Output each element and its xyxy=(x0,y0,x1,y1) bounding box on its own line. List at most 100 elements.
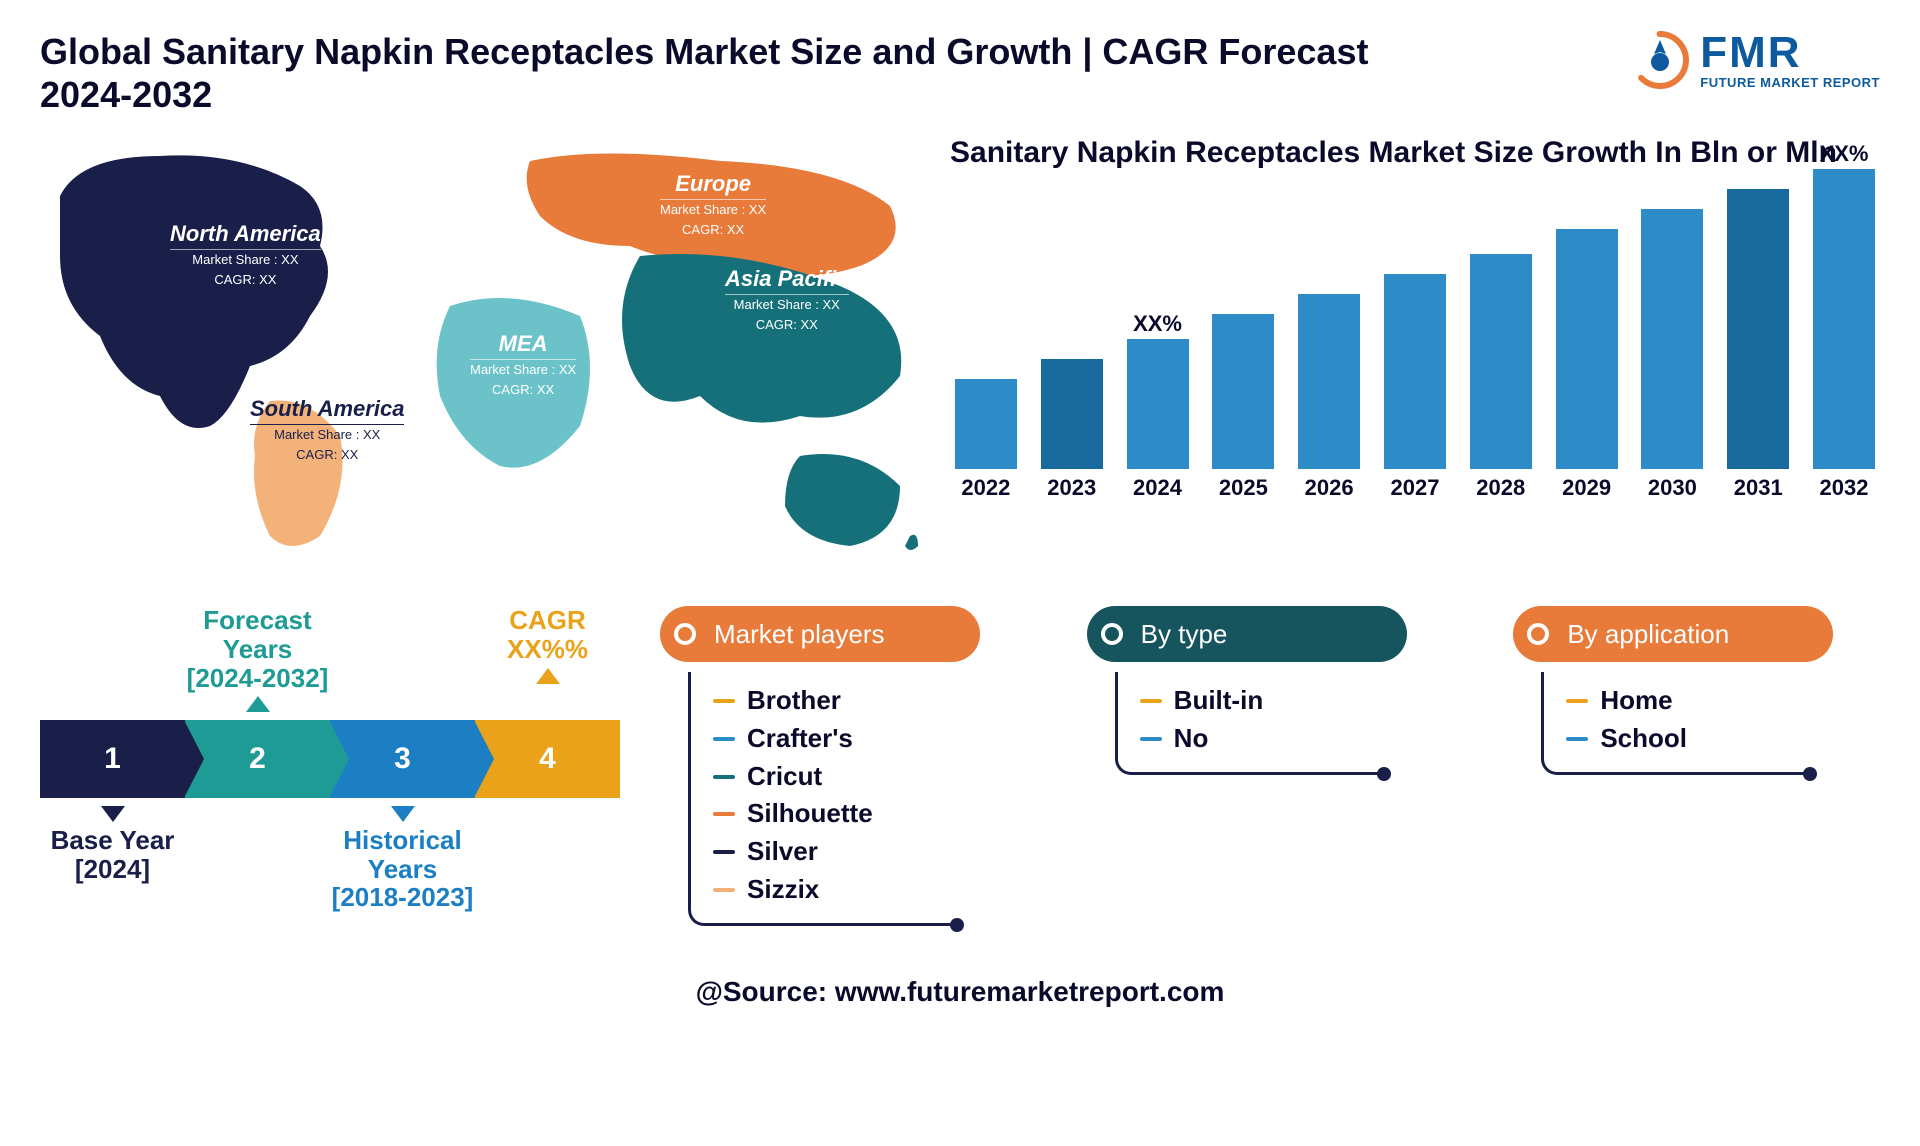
region-name: Europe xyxy=(660,171,766,197)
bars-container: 20222023XX%20242025202620272028202920302… xyxy=(950,181,1880,501)
timeline-top-labels: Forecast Years [2024-2032] CAGR XX%% xyxy=(40,606,620,716)
timeline-bottom-labels: Base Year [2024] Historical Years [2018-… xyxy=(40,802,620,912)
category-item-label: Crafter's xyxy=(747,720,853,758)
bar xyxy=(1470,254,1532,469)
bar-col: 2030 xyxy=(1637,209,1709,501)
categories-container: Market players BrotherCrafter'sCricutSilh… xyxy=(660,606,1880,925)
base-range: [2024] xyxy=(40,855,185,884)
dot-icon xyxy=(1527,623,1549,645)
category-block: Market players BrotherCrafter'sCricutSilh… xyxy=(660,606,1027,925)
bar-top-label: XX% xyxy=(1133,311,1182,337)
bar xyxy=(955,379,1017,469)
category-title: By type xyxy=(1141,619,1228,650)
tick-icon xyxy=(713,812,735,816)
bar-col: 2029 xyxy=(1551,229,1623,501)
bar-year: 2030 xyxy=(1648,475,1697,501)
bottom-row: Forecast Years [2024-2032] CAGR XX%% 123… xyxy=(40,606,1880,925)
bar-year: 2029 xyxy=(1562,475,1611,501)
category-title: By application xyxy=(1567,619,1729,650)
triangle-down-icon xyxy=(101,806,125,822)
bar xyxy=(1641,209,1703,469)
historical-years-label: Historical Years [2018-2023] xyxy=(330,802,475,912)
region-share: Market Share : XX xyxy=(250,424,404,443)
source-line: @Source: www.futuremarketreport.com xyxy=(40,976,1880,1008)
bar: XX% xyxy=(1127,339,1189,469)
logo-main: FMR xyxy=(1700,31,1880,75)
category-item: Sizzix xyxy=(713,871,958,909)
region-share: Market Share : XX xyxy=(170,249,321,268)
bar-year: 2025 xyxy=(1219,475,1268,501)
timeline-block: Forecast Years [2024-2032] CAGR XX%% 123… xyxy=(40,606,620,925)
category-item-label: Sizzix xyxy=(747,871,819,909)
bar xyxy=(1384,274,1446,469)
category-item: Silhouette xyxy=(713,795,958,833)
category-item-label: Brother xyxy=(747,682,841,720)
main-row: North AmericaMarket Share : XXCAGR: XXSo… xyxy=(40,136,1880,556)
bar-col: 2027 xyxy=(1379,274,1451,501)
category-block: By type Built-inNo xyxy=(1087,606,1454,925)
bar-col: XX%2024 xyxy=(1122,339,1194,501)
category-item-label: No xyxy=(1174,720,1209,758)
category-header: Market players xyxy=(660,606,980,662)
region-label-asia-pacific: Asia PacificMarket Share : XXCAGR: XX xyxy=(725,266,849,332)
region-share: Market Share : XX xyxy=(725,294,849,313)
category-block: By applicationHomeSchool xyxy=(1513,606,1880,925)
bar-year: 2022 xyxy=(961,475,1010,501)
bar-chart: Sanitary Napkin Receptacles Market Size … xyxy=(950,136,1880,556)
forecast-years-label: Forecast Years [2024-2032] xyxy=(185,606,330,716)
region-cagr: CAGR: XX xyxy=(470,380,576,398)
region-share: Market Share : XX xyxy=(470,359,576,378)
bar xyxy=(1041,359,1103,469)
world-map: North AmericaMarket Share : XXCAGR: XXSo… xyxy=(40,136,920,556)
logo-text: FMR FUTURE MARKET REPORT xyxy=(1700,31,1880,90)
forecast-title: Forecast Years xyxy=(185,606,330,663)
dot-icon xyxy=(674,623,696,645)
tick-icon xyxy=(1566,699,1588,703)
bar-col: 2028 xyxy=(1465,254,1537,501)
bar: XX% xyxy=(1813,169,1875,469)
triangle-down-icon xyxy=(391,806,415,822)
tick-icon xyxy=(713,775,735,779)
cagr-label: CAGR XX%% xyxy=(475,606,620,716)
hist-range: [2018-2023] xyxy=(330,883,475,912)
base-year-label: Base Year [2024] xyxy=(40,802,185,912)
category-title: Market players xyxy=(714,619,885,650)
bar-year: 2031 xyxy=(1734,475,1783,501)
bar-top-label: XX% xyxy=(1820,141,1869,167)
category-item: Silver xyxy=(713,833,958,871)
bar-col: 2022 xyxy=(950,379,1022,501)
bar-col: 2023 xyxy=(1036,359,1108,501)
region-cagr: CAGR: XX xyxy=(725,315,849,333)
bar-col: XX% 2032 xyxy=(1808,169,1880,501)
region-cagr: CAGR: XX xyxy=(250,445,404,463)
tick-icon xyxy=(713,888,735,892)
category-list: BrotherCrafter'sCricutSilhouetteSilverSi… xyxy=(688,672,958,925)
timeline-segment: 2 xyxy=(185,720,330,798)
logo-sub: FUTURE MARKET REPORT xyxy=(1700,75,1880,90)
cagr-title: CAGR xyxy=(475,606,620,635)
category-header: By application xyxy=(1513,606,1833,662)
tick-icon xyxy=(713,699,735,703)
region-cagr: CAGR: XX xyxy=(170,270,321,288)
category-item-label: Cricut xyxy=(747,758,822,796)
region-label-south-america: South America Market Share : XX CAGR: XX xyxy=(250,396,404,462)
category-item: Brother xyxy=(713,682,958,720)
region-name: North America xyxy=(170,221,321,247)
category-item-label: Silhouette xyxy=(747,795,873,833)
category-item: Cricut xyxy=(713,758,958,796)
region-name: South America xyxy=(250,396,404,422)
bar xyxy=(1298,294,1360,469)
bar-col: 2031 xyxy=(1722,189,1794,501)
bar xyxy=(1727,189,1789,469)
bar-year: 2032 xyxy=(1820,475,1869,501)
bar xyxy=(1212,314,1274,469)
category-item: Crafter's xyxy=(713,720,958,758)
tick-icon xyxy=(713,850,735,854)
forecast-range: [2024-2032] xyxy=(185,664,330,693)
timeline-segment: 4 xyxy=(475,720,620,798)
category-item: Built-in xyxy=(1140,682,1385,720)
region-name: MEA xyxy=(470,331,576,357)
chart-title: Sanitary Napkin Receptacles Market Size … xyxy=(950,136,1880,171)
bar-col: 2025 xyxy=(1207,314,1279,501)
region-label-north-america: North America Market Share : XX CAGR: XX xyxy=(170,221,321,287)
